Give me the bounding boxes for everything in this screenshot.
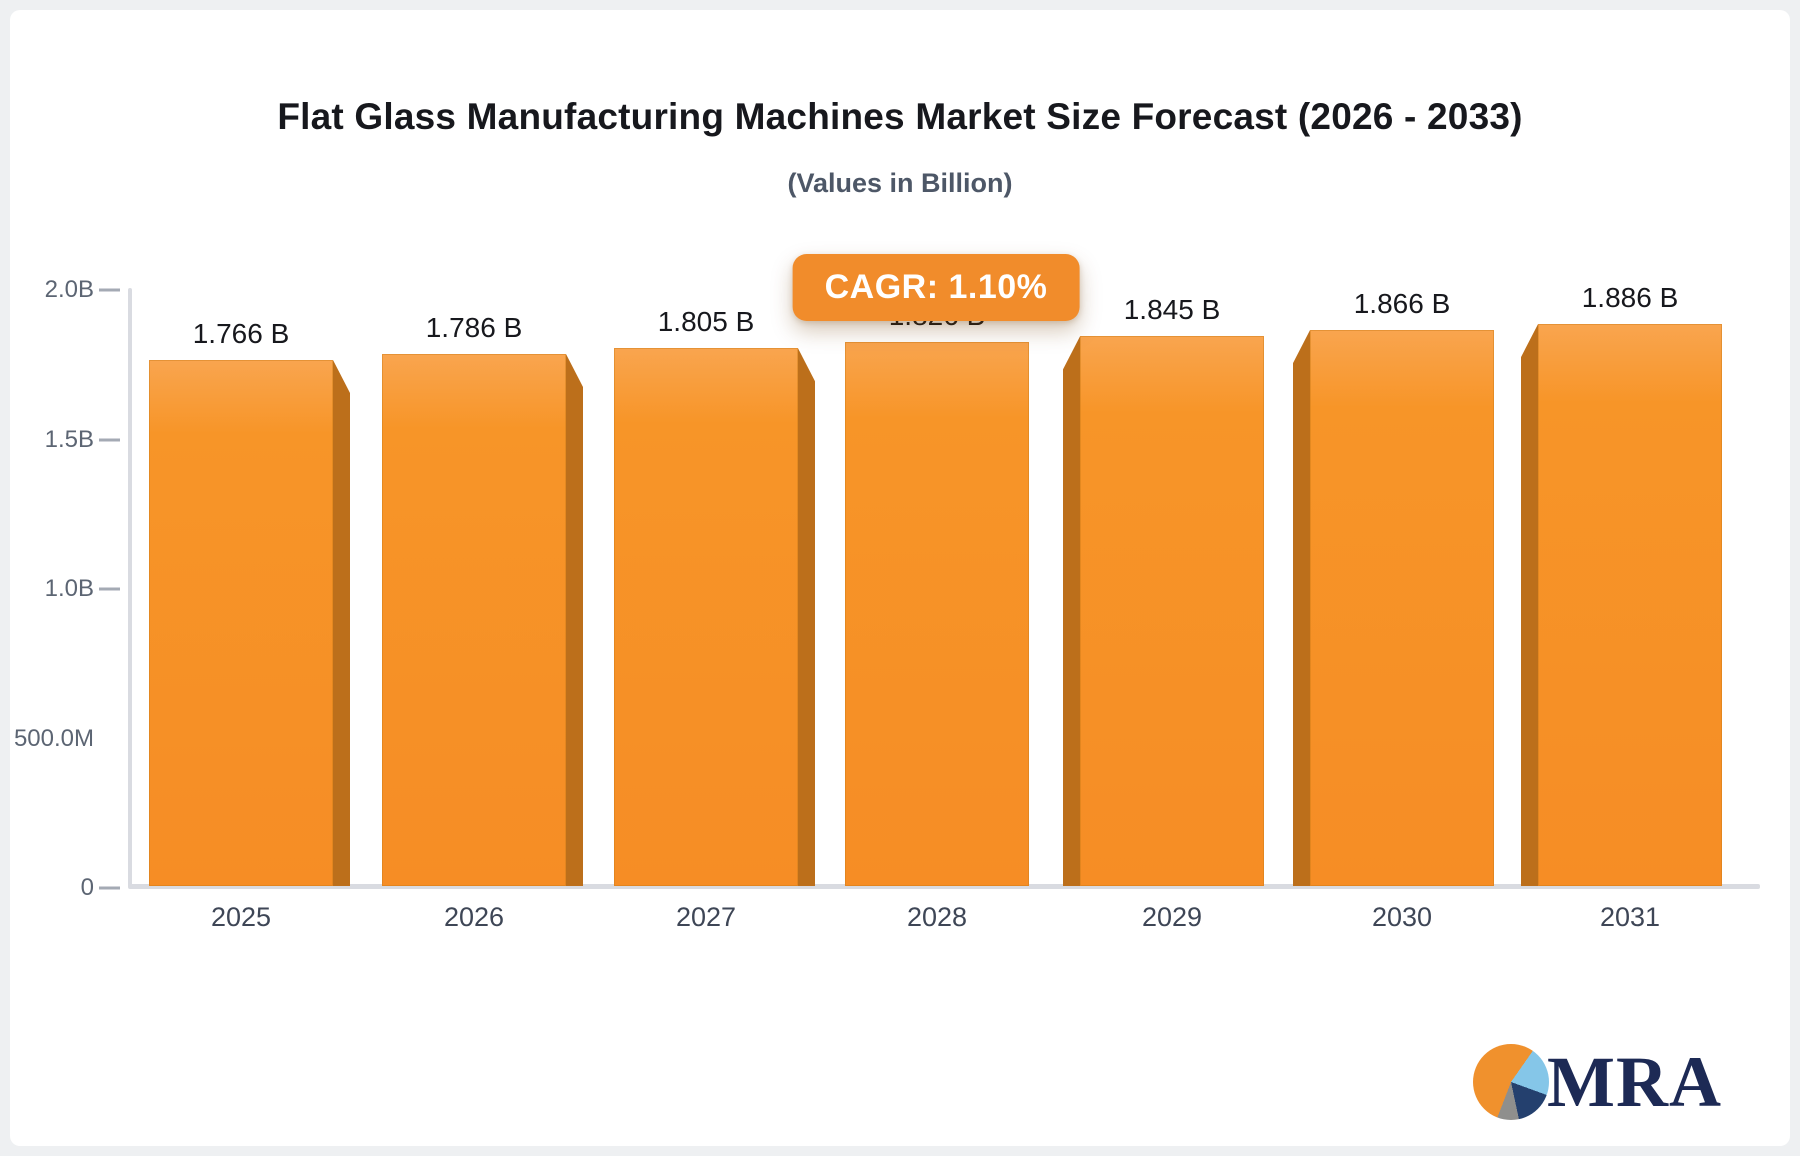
x-axis-tick-label: 2028 [906, 902, 968, 932]
bar-side-face [798, 348, 815, 886]
chart-title: Flat Glass Manufacturing Machines Market… [277, 96, 1523, 137]
bar-front-face [1538, 324, 1722, 886]
x-axis-tick-label: 2025 [210, 902, 272, 932]
cagr-badge: CAGR: 1.10% [792, 254, 1080, 321]
bar-2028 [845, 342, 1029, 886]
bar-side-face [1063, 336, 1080, 886]
x-axis-tick-label: 2027 [675, 902, 737, 932]
y-axis-tick-label: 1.5B [44, 425, 94, 453]
bar-side-face [566, 353, 583, 886]
chart-subtitle: (Values in Billion) [787, 168, 1013, 198]
brand-logo-text: MRA [1547, 1042, 1722, 1122]
x-axis-tick-label: 2029 [1141, 902, 1203, 932]
bar-side-face [1521, 324, 1538, 886]
y-axis-tick-mark [99, 438, 120, 441]
y-axis-line [128, 288, 132, 888]
x-axis-line [128, 884, 1760, 889]
y-axis-tick-label: 1.0B [44, 575, 94, 602]
bar-side-face [1293, 330, 1310, 886]
y-axis-tick-mark [99, 886, 120, 890]
bar-2031 [1521, 324, 1722, 886]
bar-front-face [614, 348, 798, 886]
bar-value-label: 1.845 B [1123, 294, 1221, 326]
bar-2029 [1063, 336, 1264, 886]
bar-2026 [382, 353, 583, 886]
bar-2025 [149, 359, 350, 886]
bar-value-label: 1.886 B [1581, 282, 1679, 314]
bar-value-label: 1.866 B [1353, 288, 1451, 320]
brand-logo: MRA [1473, 1044, 1722, 1120]
y-axis-tick-mark [99, 587, 120, 591]
bar-front-face [1080, 336, 1264, 886]
bar-2027 [614, 348, 815, 886]
bar-front-face [845, 342, 1029, 886]
y-axis-tick-label: 500.0M [13, 724, 94, 752]
bar-side-face [333, 359, 350, 886]
pie-chart-logo-icon [1473, 1044, 1550, 1120]
bar-value-label: 1.766 B [192, 317, 290, 349]
bar-value-label: 1.786 B [425, 311, 523, 343]
y-axis-tick-label: 2.0B [44, 276, 94, 303]
x-axis-tick-label: 2030 [1371, 902, 1433, 932]
y-axis-tick-mark [99, 288, 120, 292]
bar-2030 [1293, 330, 1494, 886]
bar-front-face [149, 359, 333, 886]
x-axis-tick-label: 2026 [443, 902, 505, 932]
x-axis-tick-label: 2031 [1599, 902, 1661, 932]
bar-front-face [382, 353, 566, 886]
y-axis-tick-label: 0 [80, 874, 94, 901]
bar-front-face [1310, 330, 1494, 886]
bar-value-label: 1.805 B [657, 306, 755, 338]
